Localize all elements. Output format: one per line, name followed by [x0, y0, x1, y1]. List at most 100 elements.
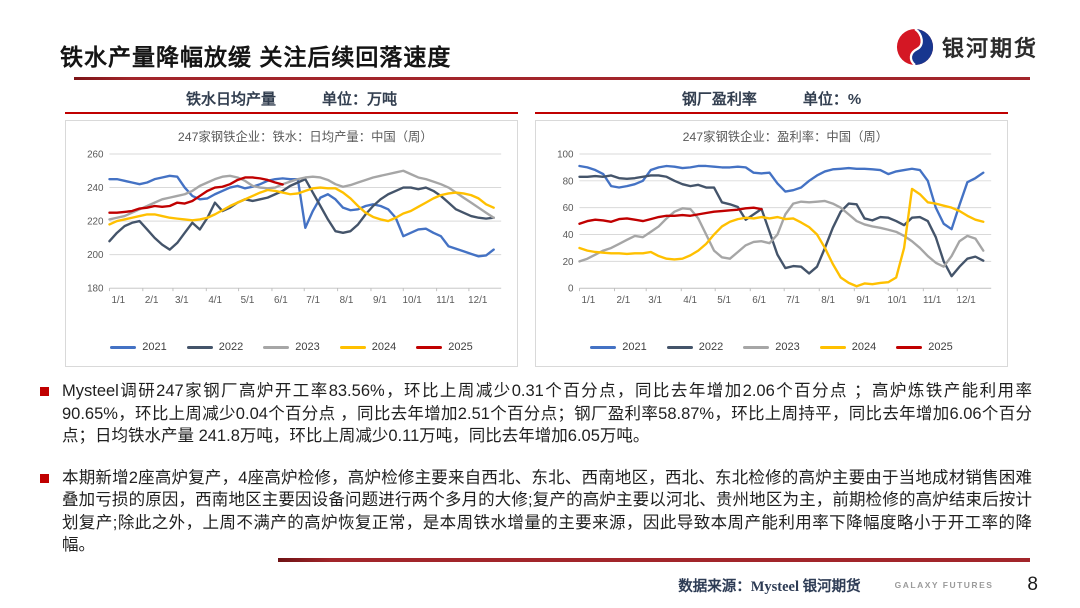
header: 铁水产量降幅放缓 关注后续回落速度 银河期货 [60, 26, 1040, 72]
y-tick-label: 60 [563, 203, 574, 214]
y-tick-label: 260 [87, 149, 104, 160]
y-tick-label: 220 [87, 217, 104, 228]
chart-inner-title: 247家钢铁企业：盈利率：中国（周） [683, 129, 889, 144]
title-divider [74, 77, 1030, 80]
logo-text: 银河期货 [941, 36, 1038, 61]
y-tick-label: 40 [563, 230, 574, 241]
page-title: 铁水产量降幅放缓 关注后续回落速度 [60, 44, 452, 70]
legend-item-2024: 2024 [339, 341, 397, 353]
legend-item-2025: 2025 [416, 341, 473, 353]
y-tick-label: 200 [87, 250, 104, 261]
x-tick-label: 8/1 [821, 295, 835, 306]
page-number: 8 [1027, 574, 1038, 595]
profit-rate-header-underline [535, 112, 1008, 114]
bullet-square-icon [40, 473, 49, 483]
series-2024-line [108, 186, 495, 226]
profit-rate-header-label: 钢厂盈利率 [681, 91, 757, 108]
legend-item-2024: 2024 [819, 341, 877, 353]
x-tick-label: 4/1 [683, 295, 697, 306]
legend-line-swatch [110, 345, 137, 349]
x-tick-label: 1/1 [111, 295, 125, 306]
x-tick-label: 12/1 [468, 295, 487, 306]
brand-label: GALAXY FUTURES [894, 580, 994, 590]
legend-label: 2024 [371, 341, 397, 353]
profit-rate-chart-box: 247家钢铁企业：盈利率：中国（周） 0 20 40 60 80 100 1/1 2/1 3/1 4… [535, 120, 1008, 367]
series-2025-line [108, 176, 284, 214]
iron-output-header: 铁水日均产量 单位：万吨 [65, 88, 518, 110]
iron-output-header-underline [65, 112, 518, 114]
x-tick-label: 7/1 [306, 295, 320, 306]
x-tick-label: 2/1 [617, 295, 631, 306]
legend-item-2025: 2025 [896, 341, 953, 353]
x-tick-label: 6/1 [752, 295, 766, 306]
footer-divider [278, 558, 1030, 562]
y-tick-label: 100 [557, 149, 574, 160]
x-tick-label: 5/1 [717, 295, 731, 306]
y-tick-label: 80 [563, 176, 574, 187]
bullet-text: 本期新增2座高炉复产，4座高炉检修，高炉检修主要来自西北、东北、西南地区，西北、… [62, 468, 1032, 555]
chart-inner-title: 247家钢铁企业：铁水：日均产量：中国（周） [178, 129, 433, 144]
summary-bullets: Mysteel调研247家钢厂高炉开工率83.56%，环比上周减少0.31个百分… [40, 380, 1032, 576]
legend-line-swatch [590, 345, 617, 349]
x-tick-label: 5/1 [241, 295, 255, 306]
iron-output-chart-section: 铁水日均产量 单位：万吨 247家钢铁企业：铁水：日均产量：中国（周） 180 20… [65, 88, 518, 367]
legend-label: 2023 [295, 341, 320, 353]
series-2022-line [108, 177, 495, 251]
series-2022-line [578, 174, 985, 278]
legend-label: 2023 [775, 341, 800, 353]
legend-line-swatch [743, 345, 770, 349]
legend-label: 2021 [622, 341, 647, 353]
series-2025-line [578, 206, 763, 225]
legend-line-swatch [819, 345, 846, 349]
x-tick-label: 10/1 [888, 295, 907, 306]
profit-rate-legend: 2021 2022 2023 2024 2025 [538, 331, 1005, 363]
iron-output-unit-label: 单位：万吨 [322, 91, 398, 108]
x-tick-label: 3/1 [175, 295, 189, 306]
series-2021-line [108, 174, 495, 258]
charts-row: 铁水日均产量 单位：万吨 247家钢铁企业：铁水：日均产量：中国（周） 180 20… [65, 88, 1008, 367]
y-tick-label: 0 [568, 284, 574, 295]
legend-line-swatch [666, 345, 693, 349]
profit-rate-chart: 247家钢铁企业：盈利率：中国（周） 0 20 40 60 80 100 1/1 2/1 3/1 4… [557, 129, 992, 306]
x-tick-label: 8/1 [340, 295, 354, 306]
iron-output-chart-box: 247家钢铁企业：铁水：日均产量：中国（周） 180 200 220 240 260 1/1… [65, 120, 518, 367]
legend-item-2022: 2022 [186, 341, 244, 353]
footer: 数据来源：Mysteel 银河期货 GALAXY FUTURES 8 [0, 574, 1038, 596]
x-tick-label: 11/1 [923, 295, 941, 306]
iron-output-chart: 247家钢铁企业：铁水：日均产量：中国（周） 180 200 220 240 260 1/1… [87, 129, 502, 306]
legend-label: 2022 [218, 341, 244, 353]
legend-item-2023: 2023 [263, 341, 320, 353]
profit-rate-chart-section: 钢厂盈利率 单位：% 247家钢铁企业：盈利率：中国（周） 0 20 40 60 80 10… [535, 88, 1008, 367]
x-tick-label: 12/1 [957, 295, 976, 306]
iron-output-header-label: 铁水日均产量 [185, 91, 276, 108]
x-tick-label: 7/1 [786, 295, 800, 306]
x-tick-label: 6/1 [274, 295, 288, 306]
bullet-item: 本期新增2座高炉复产，4座高炉检修，高炉检修主要来自西北、东北、西南地区，西北、… [40, 467, 1032, 557]
x-tick-label: 10/1 [403, 295, 422, 306]
galaxy-futures-logo: 银河期货 [896, 28, 1038, 66]
legend-item-2021: 2021 [590, 341, 647, 353]
legend-label: 2024 [851, 341, 877, 353]
series-2024-line [578, 187, 985, 288]
legend-line-swatch [896, 345, 923, 349]
legend-item-2021: 2021 [110, 341, 167, 353]
x-tick-label: 9/1 [856, 295, 870, 306]
bullet-text: Mysteel调研247家钢厂高炉开工率83.56%，环比上周减少0.31个百分… [62, 382, 1032, 445]
legend-item-2022: 2022 [666, 341, 724, 353]
legend-line-swatch [339, 345, 366, 349]
x-tick-label: 1/1 [581, 295, 595, 306]
legend-label: 2025 [928, 341, 953, 353]
profit-rate-unit-label: 单位：% [802, 91, 862, 108]
series-2023-line [108, 169, 495, 221]
legend-item-2023: 2023 [743, 341, 800, 353]
x-tick-label: 2/1 [145, 295, 159, 306]
y-tick-label: 240 [87, 183, 104, 194]
x-tick-label: 9/1 [373, 295, 387, 306]
data-source-label: 数据来源：Mysteel 银河期货 [678, 578, 861, 595]
legend-label: 2025 [448, 341, 473, 353]
legend-label: 2022 [698, 341, 724, 353]
x-tick-label: 4/1 [208, 295, 222, 306]
legend-label: 2021 [142, 341, 167, 353]
galaxy-swirl-icon [896, 28, 934, 66]
